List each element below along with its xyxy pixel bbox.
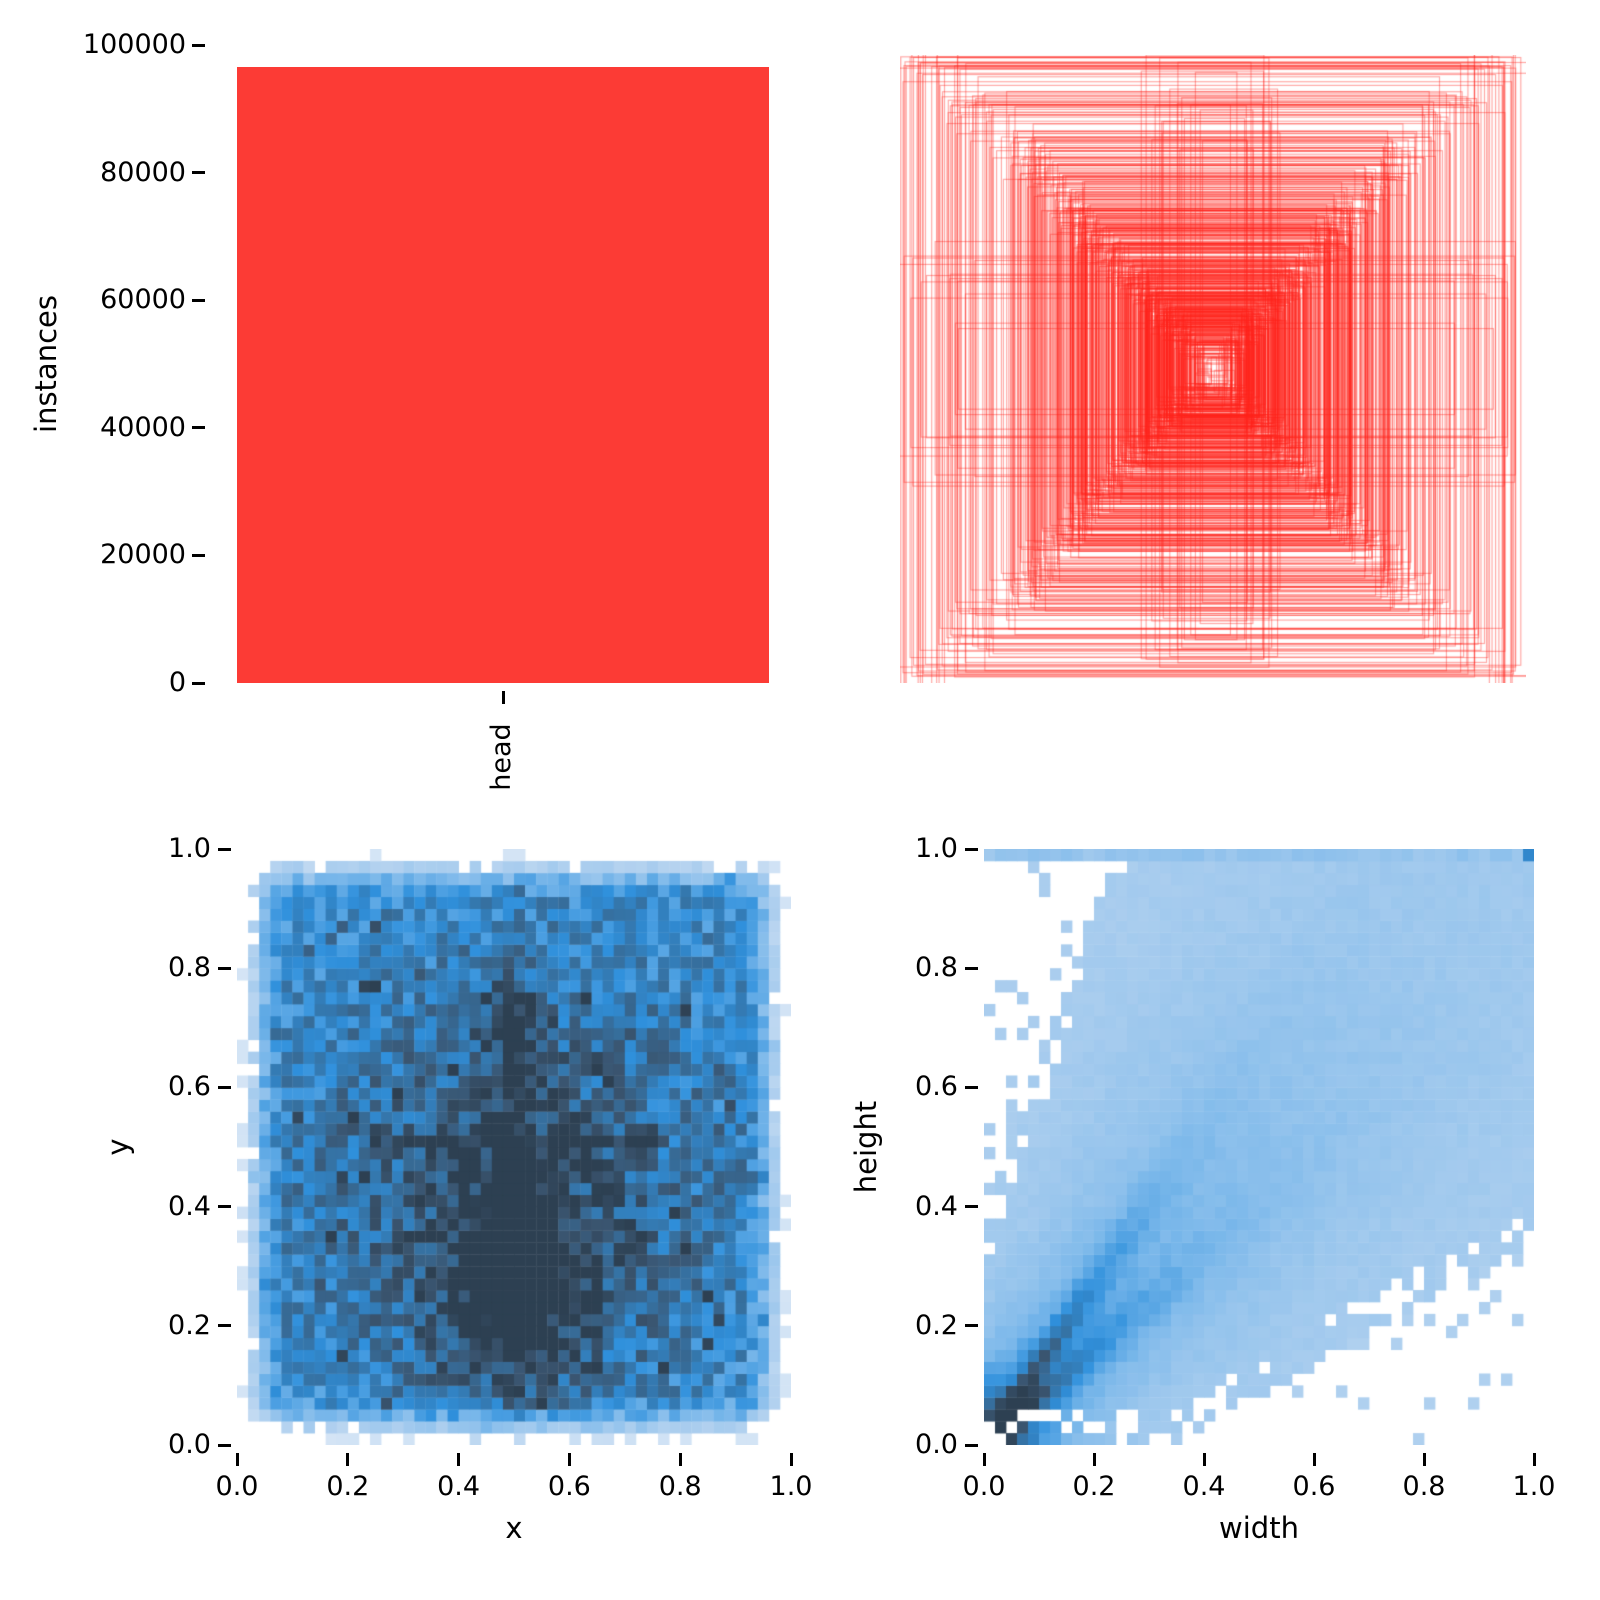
y-tick-label: 0.8 <box>168 952 211 984</box>
x-tick-mark <box>1422 1453 1426 1466</box>
y-tick-label: 100000 <box>82 29 186 60</box>
y-tick-label: 20000 <box>100 539 186 571</box>
y-tick-label: 0.8 <box>915 952 958 984</box>
xy-x-axis-label: x <box>505 1511 523 1545</box>
x-tick-label: 0.4 <box>1182 1471 1226 1502</box>
y-tick-label: 40000 <box>100 411 186 443</box>
xy-y-axis-label: y <box>101 1138 135 1156</box>
x-tick-label: 0.2 <box>326 1471 370 1502</box>
y-tick-label: 0.6 <box>915 1071 958 1103</box>
y-tick-label: 0.4 <box>168 1190 211 1222</box>
wh-heatmap-canvas <box>984 849 1534 1445</box>
x-tick-label: 1.0 <box>1512 1471 1556 1502</box>
y-tick-label: 0.4 <box>915 1190 958 1222</box>
x-tick-mark <box>678 1453 682 1466</box>
x-tick-label: 0.6 <box>547 1471 591 1502</box>
bar-x-tick-mark <box>501 691 505 704</box>
x-tick-mark <box>1092 1453 1096 1466</box>
y-tick-label: 60000 <box>100 284 186 316</box>
x-tick-mark <box>1202 1453 1206 1466</box>
panel-bbox-overlay <box>800 0 1600 800</box>
y-tick-label: 0 <box>168 667 186 698</box>
x-tick-mark <box>1532 1453 1536 1466</box>
y-tick-label: 1.0 <box>915 833 958 864</box>
x-tick-label: 0.2 <box>1072 1471 1116 1502</box>
x-tick-mark <box>567 1453 571 1466</box>
y-tick-label: 0.2 <box>168 1309 211 1341</box>
x-tick-label: 0.6 <box>1292 1471 1336 1502</box>
x-tick-mark <box>235 1453 239 1466</box>
y-tick-mark <box>218 847 231 851</box>
panel-xy-heatmap: x y 0.0 0.2 0.4 0.6 0.8 1.0 0.0 0.2 0.4 0.6 0.8 1.0 <box>0 800 812 1600</box>
bar-x-tick-label-head: head <box>486 723 517 791</box>
x-tick-label: 0.0 <box>215 1471 259 1502</box>
y-tick-mark <box>192 553 205 557</box>
y-tick-mark <box>965 1324 978 1328</box>
panel-wh-heatmap: width height 0.0 0.2 0.4 0.6 0.8 1.0 0.0 0.2 0.4… <box>800 800 1600 1600</box>
y-tick-mark <box>218 1324 231 1328</box>
bar-head <box>236 67 770 683</box>
y-tick-mark <box>192 43 205 47</box>
y-tick-mark <box>218 1443 231 1447</box>
y-tick-mark <box>218 966 231 970</box>
x-tick-mark <box>789 1453 793 1466</box>
y-tick-mark <box>965 1205 978 1209</box>
y-tick-label: 1.0 <box>168 833 211 864</box>
x-tick-mark <box>346 1453 350 1466</box>
bbox-overlay-canvas <box>900 55 1526 683</box>
x-tick-mark <box>1312 1453 1316 1466</box>
x-tick-label: 1.0 <box>769 1471 813 1502</box>
bar-y-axis-label: instances <box>29 295 63 433</box>
y-tick-mark <box>192 171 205 175</box>
y-tick-label: 0.0 <box>168 1429 211 1460</box>
y-tick-label: 0.2 <box>915 1309 958 1341</box>
x-tick-label: 0.0 <box>962 1471 1006 1502</box>
y-tick-mark <box>965 847 978 851</box>
x-tick-label: 0.4 <box>437 1471 481 1502</box>
y-tick-label: 0.0 <box>915 1429 958 1460</box>
xy-heatmap-canvas <box>237 849 791 1445</box>
y-tick-mark <box>192 298 205 302</box>
wh-y-axis-label: height <box>849 1100 883 1194</box>
panel-instances-bar: instances head 0 20000 40000 60000 80000 1000… <box>0 0 800 800</box>
y-tick-label: 80000 <box>100 156 186 188</box>
x-tick-label: 0.8 <box>658 1471 702 1502</box>
y-tick-mark <box>218 1205 231 1209</box>
y-tick-label: 0.6 <box>168 1071 211 1103</box>
y-tick-mark <box>965 1443 978 1447</box>
y-tick-mark <box>192 426 205 430</box>
y-tick-mark <box>965 1085 978 1089</box>
y-tick-mark <box>218 1085 231 1089</box>
y-tick-mark <box>192 681 205 685</box>
wh-x-axis-label: width <box>1219 1511 1299 1545</box>
x-tick-mark <box>982 1453 986 1466</box>
x-tick-mark <box>457 1453 461 1466</box>
y-tick-mark <box>965 966 978 970</box>
x-tick-label: 0.8 <box>1402 1471 1446 1502</box>
